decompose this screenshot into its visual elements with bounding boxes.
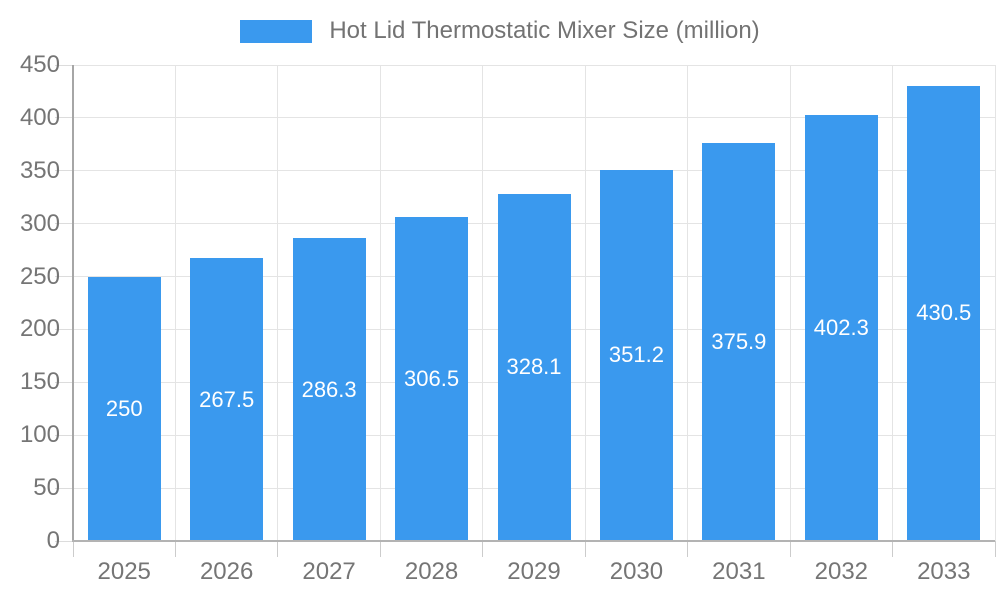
y-tick — [55, 540, 73, 542]
bar-value-label: 402.3 — [813, 315, 869, 341]
v-gridline — [379, 65, 381, 541]
h-gridline — [73, 117, 995, 119]
legend-label: Hot Lid Thermostatic Mixer Size (million… — [329, 17, 760, 44]
x-axis-label: 2029 — [507, 558, 561, 585]
bar-value-label: 328.1 — [506, 354, 562, 380]
x-tick — [892, 541, 894, 557]
x-axis-label: 2031 — [712, 558, 766, 585]
y-axis-label: 400 — [19, 103, 60, 131]
y-tick — [55, 170, 73, 172]
x-tick — [687, 541, 689, 557]
bar[interactable]: 286.3 — [292, 238, 366, 541]
v-gridline — [277, 65, 279, 541]
x-axis-label: 2032 — [814, 558, 869, 585]
bar-value-label: 430.5 — [916, 300, 972, 326]
x-axis-label: 2028 — [404, 558, 459, 585]
x-axis-label: 2025 — [97, 558, 151, 585]
y-tick — [55, 64, 73, 66]
y-axis-label: 200 — [19, 315, 60, 343]
y-tick — [55, 117, 73, 119]
bar-value-label: 375.9 — [711, 329, 767, 355]
bar[interactable]: 250 — [87, 276, 161, 541]
v-gridline — [789, 65, 791, 541]
x-tick — [379, 541, 381, 557]
y-axis-label: 0 — [46, 527, 60, 554]
x-axis-label: 2026 — [199, 558, 254, 585]
y-axis-label: 300 — [19, 209, 60, 237]
v-gridline — [584, 65, 586, 541]
y-tick — [55, 381, 73, 383]
bar[interactable]: 430.5 — [907, 85, 981, 541]
bar-value-label: 250 — [105, 395, 143, 421]
y-axis-label: 350 — [19, 156, 60, 184]
x-axis-line — [72, 540, 995, 542]
y-axis-label: 150 — [19, 368, 60, 396]
x-axis-label: 2027 — [302, 558, 356, 585]
v-gridline — [174, 65, 176, 541]
y-tick — [55, 276, 73, 278]
bar[interactable]: 375.9 — [702, 143, 776, 541]
x-tick — [789, 541, 791, 557]
bar-value-label: 267.5 — [199, 386, 255, 412]
y-axis-label: 50 — [33, 474, 60, 502]
x-tick — [994, 541, 996, 557]
legend-item[interactable]: Hot Lid Thermostatic Mixer Size (million… — [0, 16, 1000, 46]
v-gridline — [482, 65, 484, 541]
bar-value-label: 286.3 — [301, 376, 357, 402]
bar[interactable]: 267.5 — [190, 258, 264, 541]
h-gridline — [73, 64, 995, 66]
x-tick — [72, 541, 74, 557]
legend-swatch — [240, 19, 313, 43]
y-tick — [55, 328, 73, 330]
bar-value-label: 351.2 — [608, 342, 664, 368]
x-tick — [584, 541, 586, 557]
x-tick — [277, 541, 279, 557]
y-tick — [55, 434, 73, 436]
y-tick — [55, 223, 73, 225]
x-axis-label: 2033 — [917, 558, 971, 585]
x-tick — [482, 541, 484, 557]
bar[interactable]: 328.1 — [497, 193, 571, 541]
x-tick — [174, 541, 176, 557]
y-axis-label: 450 — [19, 51, 60, 78]
y-axis-label: 250 — [19, 262, 60, 290]
x-axis-label: 2030 — [609, 558, 664, 585]
bar[interactable]: 351.2 — [599, 169, 673, 541]
v-gridline — [687, 65, 689, 541]
bar-value-label: 306.5 — [404, 365, 460, 391]
v-gridline — [994, 65, 996, 541]
h-gridline — [73, 170, 995, 172]
bar[interactable]: 306.5 — [395, 216, 469, 541]
y-axis-label: 100 — [19, 421, 60, 449]
v-gridline — [892, 65, 894, 541]
y-axis-line — [72, 65, 74, 541]
bar[interactable]: 402.3 — [804, 115, 878, 541]
y-tick — [55, 487, 73, 489]
